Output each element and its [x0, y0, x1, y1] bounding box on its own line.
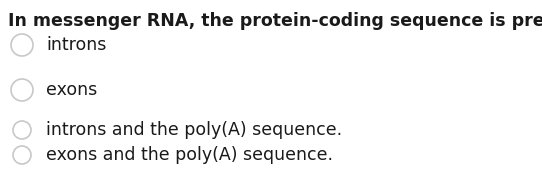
Text: exons: exons [46, 81, 97, 99]
Text: exons and the poly(A) sequence.: exons and the poly(A) sequence. [46, 146, 333, 164]
Text: introns and the poly(A) sequence.: introns and the poly(A) sequence. [46, 121, 342, 139]
Text: introns: introns [46, 36, 106, 54]
Text: In messenger RNA, the protein-coding sequence is present in:: In messenger RNA, the protein-coding seq… [8, 12, 542, 30]
